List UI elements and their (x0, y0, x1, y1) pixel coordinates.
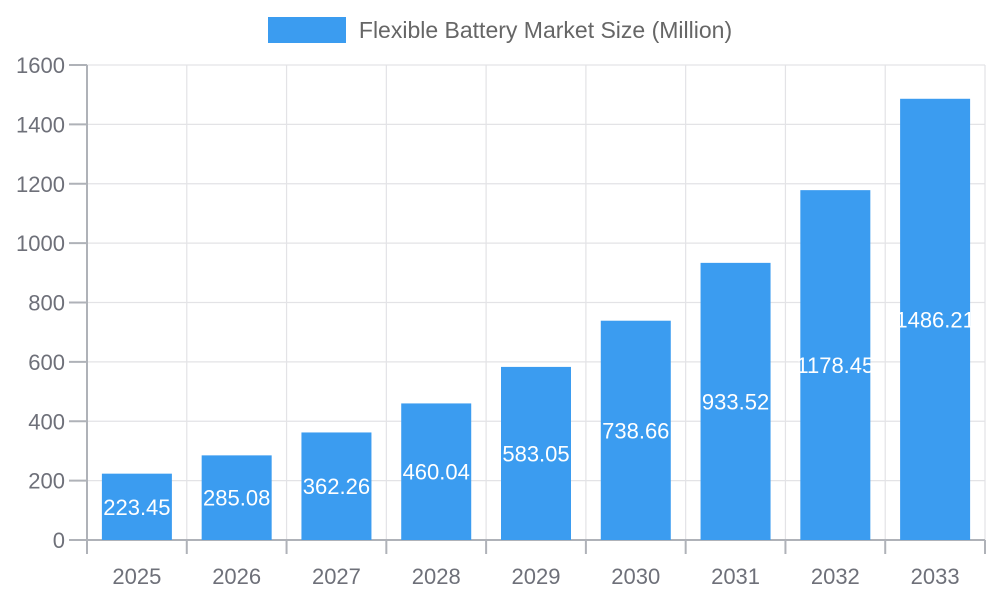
y-tick-label: 800 (28, 291, 65, 316)
bar-value-label: 933.52 (702, 389, 769, 414)
bar-2033[interactable] (900, 98, 971, 540)
y-tick-label: 400 (28, 409, 65, 434)
bar-2028[interactable] (401, 403, 472, 540)
bar-2026[interactable] (201, 455, 272, 540)
x-tick-label: 2027 (312, 564, 361, 589)
bar-value-label: 583.05 (502, 441, 569, 466)
bar-value-label: 223.45 (103, 495, 170, 520)
legend-label: Flexible Battery Market Size (Million) (358, 17, 733, 43)
bar-2030[interactable] (600, 320, 671, 540)
bar-value-label: 362.26 (303, 474, 370, 499)
y-tick-label: 1400 (16, 112, 65, 137)
y-tick-label: 1200 (16, 172, 65, 197)
legend-item[interactable]: Flexible Battery Market Size (Million) (0, 17, 1000, 43)
y-tick-label: 600 (28, 350, 65, 375)
x-tick-label: 2026 (212, 564, 261, 589)
y-tick-label: 1600 (16, 53, 65, 78)
bar-2029[interactable] (501, 366, 571, 540)
bar-value-label: 285.08 (203, 486, 270, 511)
x-tick-label: 2025 (112, 564, 161, 589)
bar-value-label: 460.04 (403, 460, 470, 485)
y-tick-label: 0 (53, 528, 65, 553)
bar-2027[interactable] (301, 432, 372, 540)
bar-2025[interactable] (101, 473, 172, 540)
legend-swatch-icon (267, 17, 346, 43)
bar-2032[interactable] (800, 190, 871, 541)
x-tick-label: 2029 (512, 564, 561, 589)
x-tick-label: 2028 (412, 564, 461, 589)
bar-2031[interactable] (700, 262, 771, 540)
y-tick-label: 200 (28, 469, 65, 494)
x-tick-label: 2033 (911, 564, 960, 589)
bar-value-label: 738.66 (602, 418, 669, 443)
bar-value-label: 1486.21 (895, 307, 975, 332)
bar-value-label: 1178.45 (796, 353, 874, 378)
x-tick-label: 2031 (711, 564, 760, 589)
x-tick-label: 2032 (811, 564, 860, 589)
x-tick-label: 2030 (611, 564, 660, 589)
y-tick-label: 1000 (16, 231, 65, 256)
